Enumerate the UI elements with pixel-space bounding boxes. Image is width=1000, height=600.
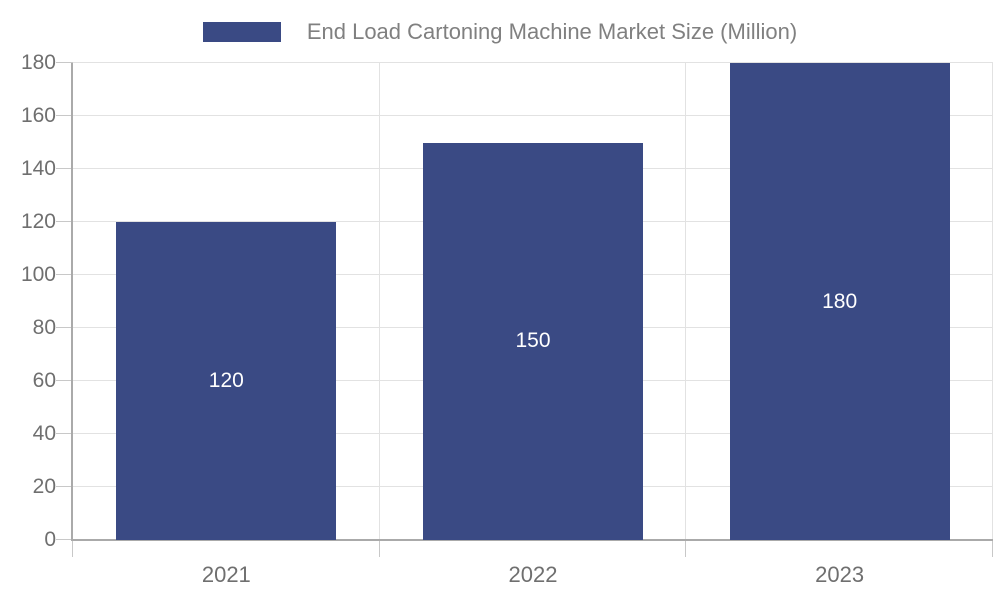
bar-value-label-2023: 180 [822,289,858,313]
legend-swatch [202,22,281,42]
gridline-h-180 [73,62,993,63]
bar-2022[interactable] [423,142,643,540]
x-tick-label-2021: 2021 [201,562,251,587]
y-axis-tick-0 [56,539,73,540]
y-axis-tick-40 [56,433,73,434]
y-axis-tick-60 [56,380,73,381]
x-axis-line [71,539,993,541]
y-tick-label-80: 80 [32,316,56,339]
bar-value-label-2022: 150 [515,329,551,353]
y-axis-tick-120 [56,221,73,222]
y-tick-label-60: 60 [32,369,56,392]
bar-2021[interactable] [116,222,337,540]
y-axis-tick-100 [56,274,73,275]
y-axis-line [71,63,73,540]
y-tick-label-40: 40 [32,422,56,445]
gridline-v-3 [992,63,993,540]
gridline-h-160 [73,115,993,116]
y-axis-tick-20 [56,486,73,487]
legend-label: End Load Cartoning Machine Market Size (… [306,19,798,44]
legend[interactable]: End Load Cartoning Machine Market Size (… [0,18,1000,46]
x-axis-tick-3 [992,540,993,557]
y-tick-label-20: 20 [32,475,56,498]
y-axis-tick-160 [56,115,73,116]
y-axis-tick-180 [56,62,73,63]
y-tick-label-160: 160 [20,104,56,127]
y-tick-label-100: 100 [20,263,56,286]
x-tick-label-2022: 2022 [508,562,558,587]
bar-value-label-2021: 120 [208,369,244,392]
x-axis-tick-2 [685,540,687,557]
y-tick-label-120: 120 [20,210,56,233]
bar-2023[interactable] [729,63,950,540]
x-tick-label-2023: 2023 [815,562,865,587]
x-axis-tick-1 [378,540,380,557]
gridline-v-2 [685,63,687,540]
y-tick-label-140: 140 [20,157,56,180]
x-axis-tick-0 [72,540,73,557]
y-tick-label-0: 0 [44,528,56,551]
y-axis-tick-140 [56,168,73,169]
y-axis-tick-80 [56,327,73,328]
gridline-v-1 [378,63,380,540]
y-tick-label-180: 180 [20,51,56,74]
